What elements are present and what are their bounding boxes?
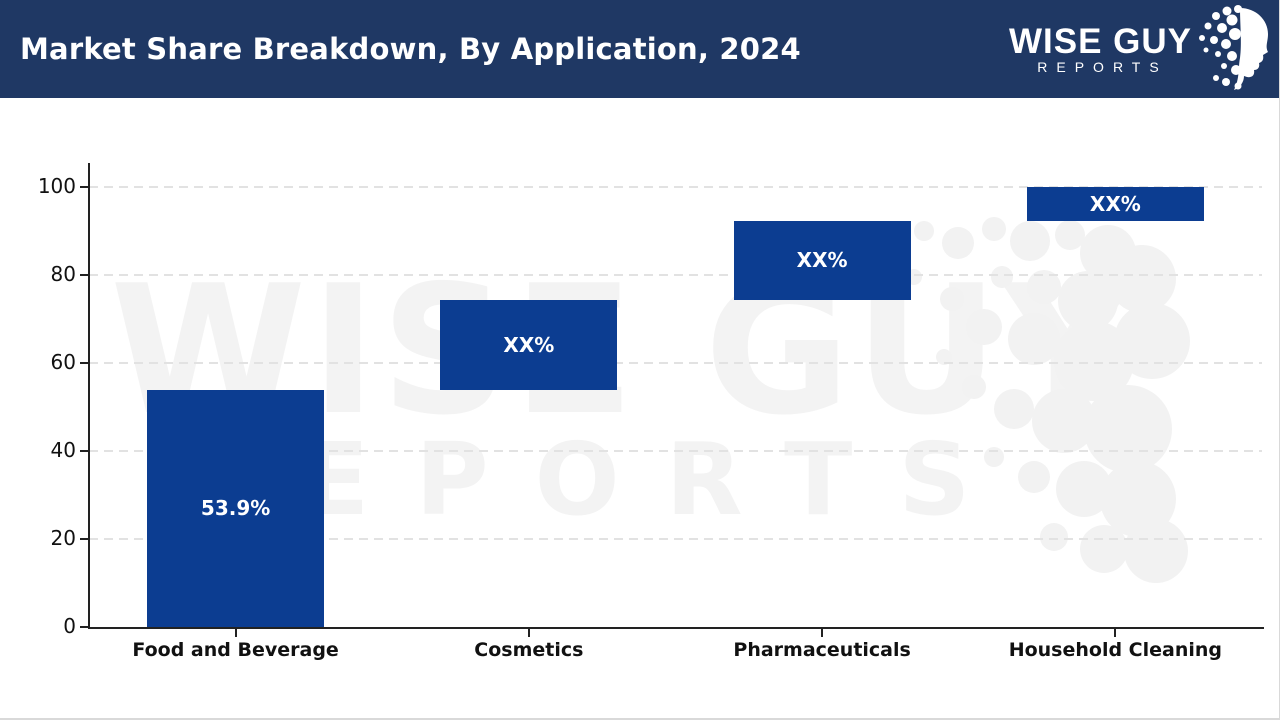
bar-food-and-beverage: 53.9% [147,389,325,627]
y-tick-mark [80,362,88,364]
logo-wordmark: WISE GUY [1008,21,1192,61]
logo-subtitle: REPORTS [1037,59,1168,76]
y-tick-mark [80,450,88,452]
bar-pharmaceuticals: XX% [733,220,911,301]
x-tick-mark [821,629,824,637]
bar-value-label: XX% [503,332,555,357]
wiseguy-logo-text: WISE GUY REPORTS [1008,21,1192,76]
y-tick-label: 20 [50,526,76,550]
x-axis-line [88,627,1264,629]
x-tick-mark [234,629,237,637]
gridline-100 [89,186,1262,188]
y-tick-label: 0 [63,614,76,638]
gridline-20 [89,538,1262,540]
wiseguy-logo: WISE GUY REPORTS [1009,4,1272,94]
x-category-label: Pharmaceuticals [733,639,911,661]
x-category-label: Cosmetics [474,639,584,661]
header-band: Market Share Breakdown, By Application, … [0,0,1279,98]
y-tick-mark [80,626,88,628]
y-tick-label: 60 [50,350,76,374]
bar-cosmetics: XX% [440,300,618,390]
y-axis-line [88,163,90,629]
bar-value-label: XX% [1089,191,1141,216]
x-tick-mark [527,629,530,637]
bar-value-label: 53.9% [200,496,271,521]
gridline-80 [89,274,1262,276]
y-tick-label: 80 [50,262,76,286]
bar-value-label: XX% [796,248,848,273]
y-tick-mark [80,538,88,540]
gridline-60 [89,362,1262,364]
bar-household-cleaning: XX% [1026,187,1204,221]
chart-title: Market Share Breakdown, By Application, … [20,32,801,66]
wiseguy-face-icon [1199,5,1268,90]
gridline-40 [89,450,1262,452]
x-category-label: Household Cleaning [1008,639,1223,661]
y-tick-mark [80,186,88,188]
y-tick-label: 40 [50,438,76,462]
y-tick-mark [80,274,88,276]
y-tick-label: 100 [37,174,76,198]
x-tick-mark [1114,629,1117,637]
x-category-label: Food and Beverage [132,639,339,661]
